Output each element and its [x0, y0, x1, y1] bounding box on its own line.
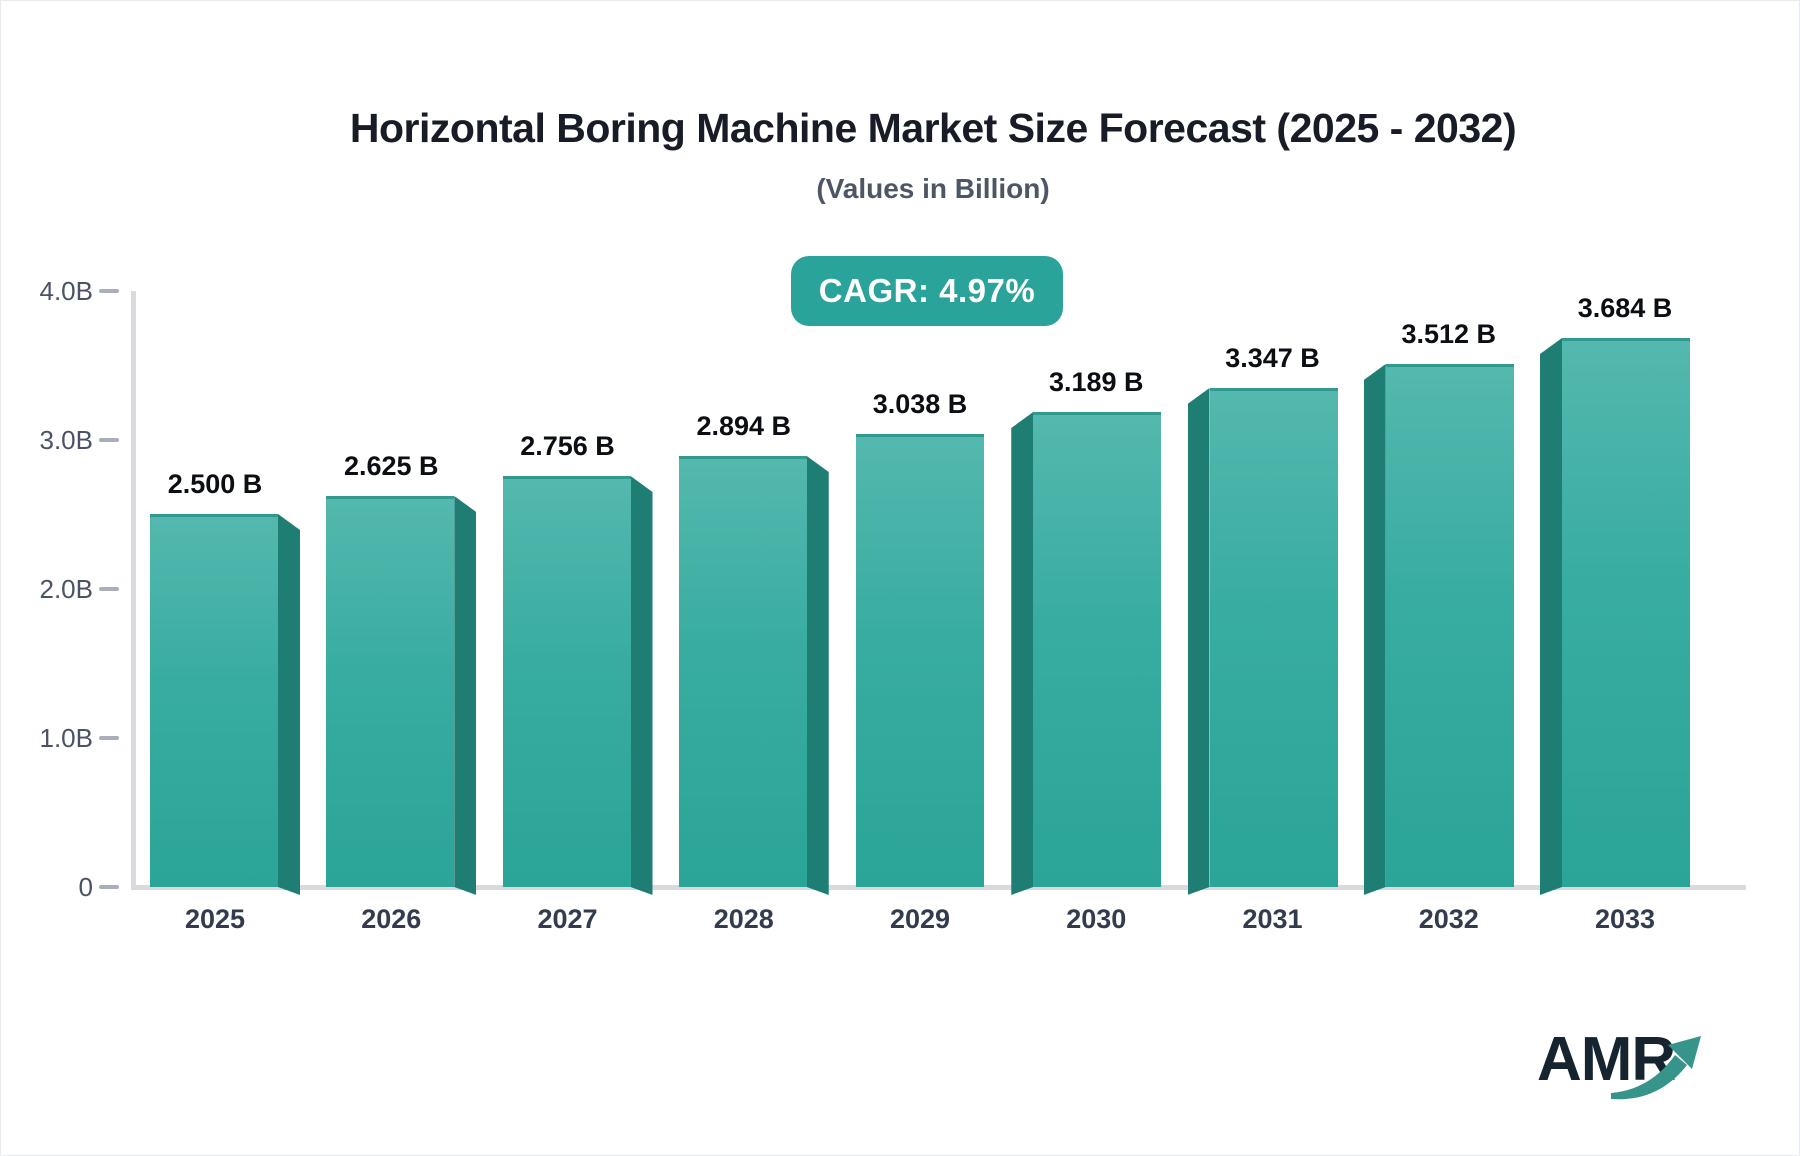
x-tick-label: 2033 [1594, 904, 1656, 934]
x-tick-label: 2031 [1242, 904, 1303, 934]
bar-side [631, 476, 653, 895]
bar [856, 434, 984, 887]
x-axis [131, 885, 1746, 890]
bar [326, 496, 455, 887]
x-tick-label: 2028 [713, 904, 774, 934]
y-tick-label: 0 [78, 872, 93, 902]
y-axis [131, 291, 136, 887]
bar-side [1011, 412, 1033, 895]
bar-side [1364, 364, 1386, 895]
bar-value-label: 2.500 B [167, 469, 263, 499]
bar-side [454, 496, 476, 895]
y-tick-mark [99, 587, 119, 591]
amr-logo: AMR [1537, 1029, 1707, 1119]
bar [1209, 388, 1338, 887]
cagr-badge-label: CAGR: 4.97% [818, 272, 1036, 309]
bar [678, 456, 807, 887]
bar-value-label: 3.038 B [872, 389, 968, 419]
bar [150, 514, 278, 887]
y-tick-mark [99, 885, 119, 889]
y-tick-label: 1.0B [39, 723, 94, 753]
bar-side [1540, 338, 1562, 895]
y-tick-label: 4.0B [39, 276, 94, 306]
bar-value-label: 2.756 B [520, 431, 615, 461]
y-tick-mark [99, 289, 119, 293]
bar [1562, 338, 1690, 887]
bar [1385, 364, 1514, 887]
bar-value-label: 3.347 B [1225, 343, 1320, 373]
growth-arrow-icon [1611, 1036, 1701, 1100]
chart-title: Horizontal Boring Machine Market Size Fo… [349, 105, 1517, 151]
y-tick-mark [99, 736, 119, 740]
bar-value-label: 3.189 B [1048, 367, 1144, 397]
bar-side [1188, 388, 1210, 895]
y-tick-label: 2.0B [39, 574, 94, 604]
x-tick-label: 2032 [1418, 904, 1479, 934]
x-tick-label: 2030 [1066, 904, 1127, 934]
x-tick-label: 2027 [537, 904, 598, 934]
bar-value-label: 3.684 B [1577, 293, 1673, 323]
bar [1033, 412, 1162, 887]
bar-side [278, 514, 300, 895]
x-tick-label: 2025 [184, 904, 246, 934]
bar-value-label: 2.625 B [343, 451, 439, 481]
bar [502, 476, 631, 887]
bar-side [807, 456, 829, 895]
y-tick-label: 3.0B [39, 425, 94, 455]
x-tick-label: 2029 [889, 904, 951, 934]
bar-value-label: 3.512 B [1401, 319, 1497, 349]
x-tick-label: 2026 [361, 904, 422, 934]
y-tick-mark [99, 438, 119, 442]
cagr-badge: CAGR: 4.97% [791, 256, 1063, 326]
chart-subtitle: (Values in Billion) [816, 173, 1050, 204]
bar-value-label: 2.894 B [696, 411, 792, 441]
